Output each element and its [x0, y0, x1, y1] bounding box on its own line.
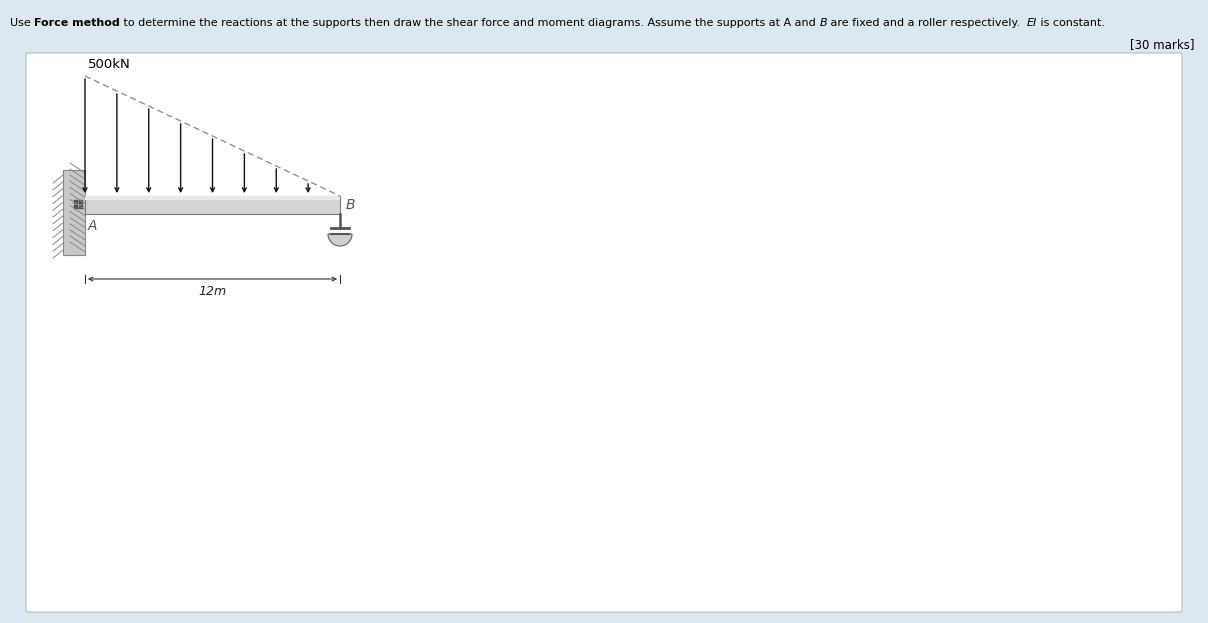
Bar: [74, 200, 79, 204]
Text: A: A: [88, 219, 98, 233]
Bar: [85, 196, 339, 200]
Text: Force method: Force method: [34, 18, 120, 28]
Text: to determine the reactions at the supports then draw the shear force and moment : to determine the reactions at the suppor…: [120, 18, 819, 28]
Bar: [85, 196, 339, 214]
Text: EI: EI: [1027, 18, 1038, 28]
Bar: [63, 170, 85, 255]
Text: B: B: [819, 18, 826, 28]
Bar: [74, 205, 79, 209]
Text: B: B: [345, 198, 355, 212]
Text: Use: Use: [10, 18, 34, 28]
FancyBboxPatch shape: [27, 53, 1181, 612]
Text: [30 marks]: [30 marks]: [1131, 38, 1195, 51]
Bar: [79, 205, 83, 209]
Polygon shape: [329, 234, 352, 246]
Text: is constant.: is constant.: [1038, 18, 1105, 28]
Bar: [79, 200, 83, 204]
Text: 500kN: 500kN: [88, 58, 130, 71]
Text: 12m: 12m: [198, 285, 227, 298]
Text: are fixed and a roller respectively.: are fixed and a roller respectively.: [826, 18, 1027, 28]
